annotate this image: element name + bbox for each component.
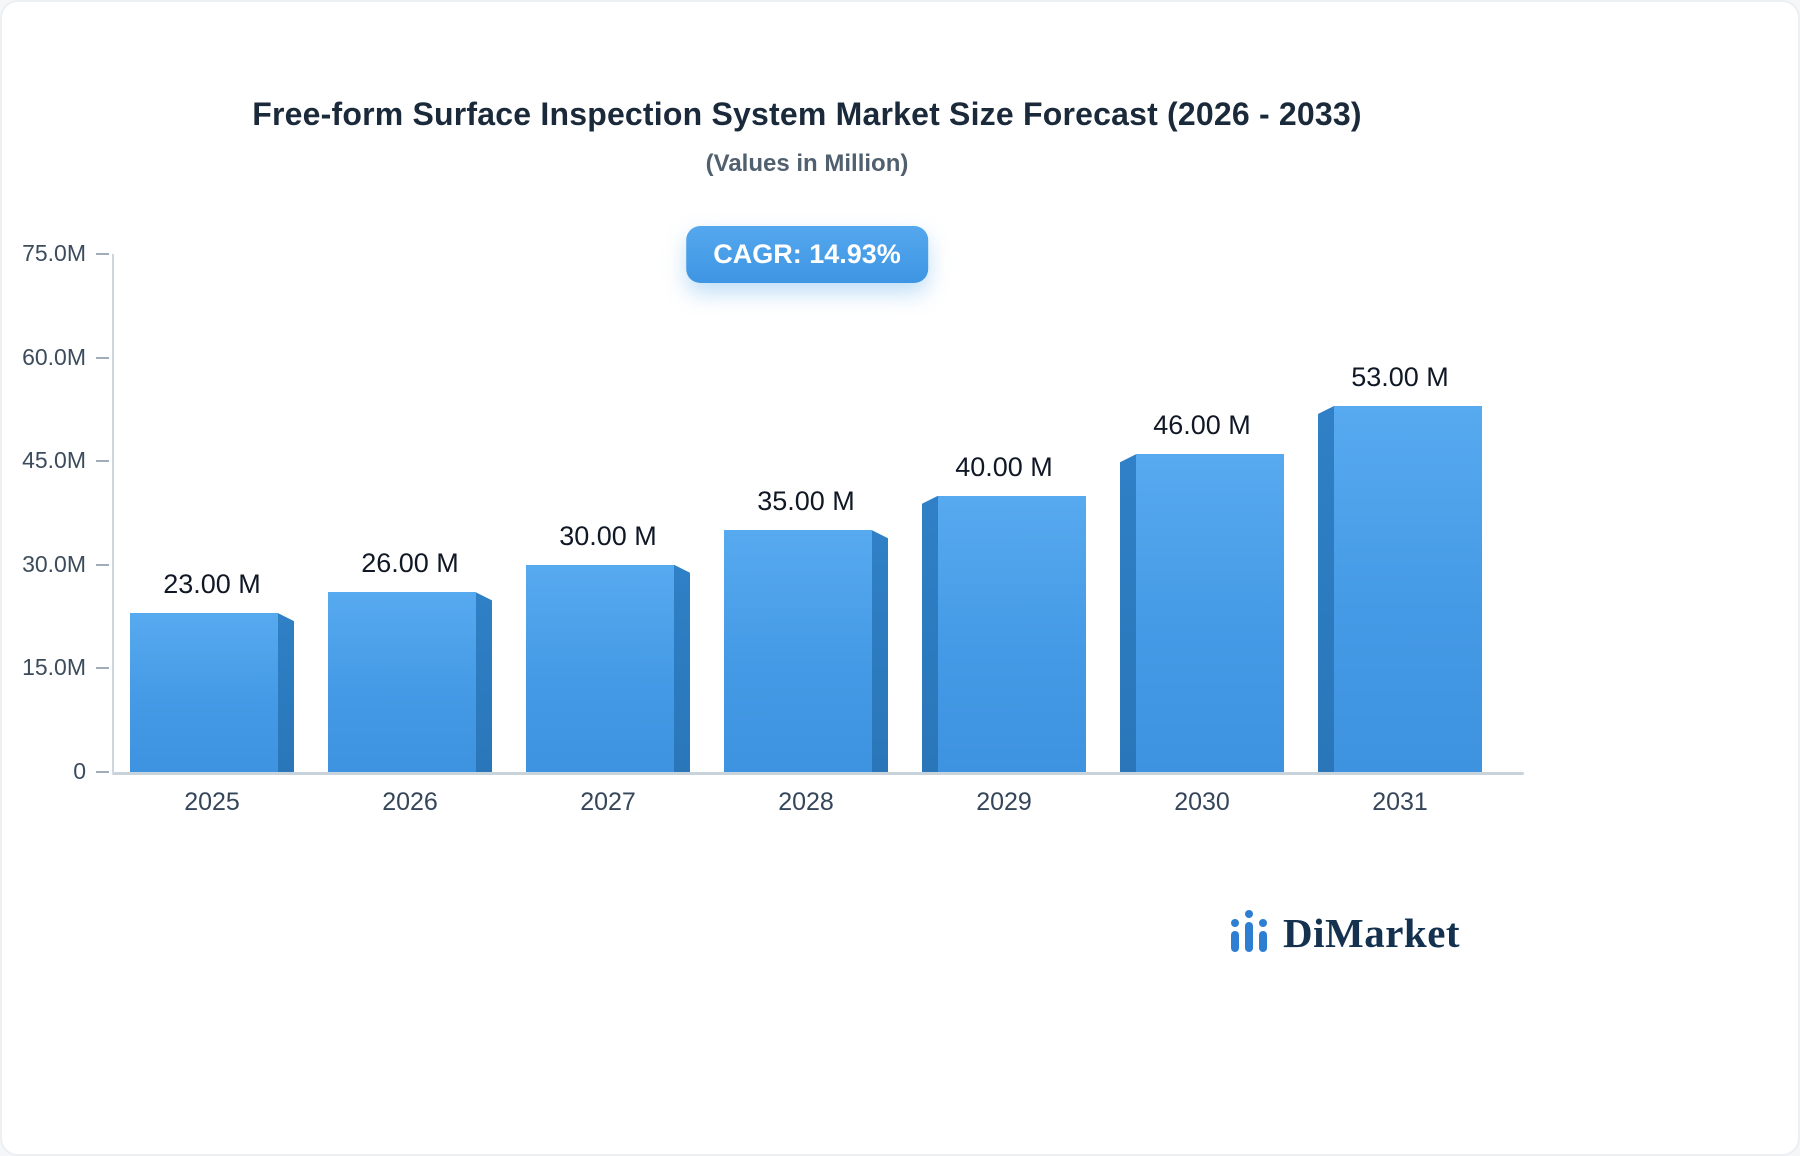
y-tick-label: 0 — [73, 758, 86, 784]
bar-value-label: 30.00 M — [559, 520, 657, 551]
x-tick-label: 2031 — [1372, 788, 1428, 816]
y-tick-mark — [96, 771, 109, 773]
chart-subtitle: (Values in Million) — [705, 150, 909, 177]
y-tick-label: 75.0M — [22, 240, 86, 266]
y-tick-mark — [96, 563, 109, 566]
bar-front-face — [724, 530, 872, 772]
bar — [526, 564, 690, 772]
bar-front-face — [130, 613, 278, 772]
x-tick-label: 2026 — [382, 788, 438, 816]
y-tick-mark — [96, 460, 109, 463]
y-tick-mark — [96, 356, 109, 359]
bar-side-face — [922, 495, 938, 772]
dimarket-logo-icon — [1231, 910, 1267, 952]
bar-side-face — [674, 564, 690, 772]
bar-front-face — [1136, 454, 1284, 772]
bar — [130, 613, 294, 772]
bar-side-face — [476, 592, 492, 772]
y-axis-line — [112, 254, 114, 772]
bar-front-face — [938, 495, 1086, 772]
bar-side-face — [1120, 454, 1136, 772]
bar-side-face — [872, 530, 888, 772]
bar-value-label: 23.00 M — [163, 569, 261, 600]
bar-value-label: 40.00 M — [955, 451, 1053, 482]
bar-side-face — [278, 613, 294, 772]
y-tick-label: 45.0M — [22, 447, 86, 474]
x-tick-label: 2030 — [1174, 788, 1230, 816]
bar — [1318, 405, 1482, 772]
bar-value-label: 53.00 M — [1351, 361, 1449, 392]
dimarket-logo: DiMarket — [1230, 908, 1460, 954]
chart-title: Free-form Surface Inspection System Mark… — [252, 96, 1362, 132]
x-axis-line — [112, 772, 1524, 775]
x-tick-label: 2027 — [580, 788, 636, 816]
bar-side-face — [1318, 405, 1334, 772]
dimarket-logo-text: DiMarket — [1283, 910, 1461, 956]
cagr-badge: CAGR: 14.93% — [686, 226, 928, 283]
y-tick-label: 60.0M — [22, 343, 86, 370]
bar — [1120, 454, 1284, 772]
y-tick-mark — [96, 667, 109, 670]
x-tick-label: 2029 — [976, 788, 1032, 816]
x-tick-label: 2028 — [778, 788, 834, 816]
bar-front-face — [1334, 405, 1482, 772]
x-tick-label: 2025 — [184, 788, 240, 816]
y-tick-label: 15.0M — [22, 654, 86, 681]
bar-value-label: 26.00 M — [361, 548, 459, 579]
bar-front-face — [328, 592, 476, 772]
bar-value-label: 35.00 M — [757, 486, 855, 517]
bar-front-face — [526, 564, 674, 772]
bar — [922, 495, 1086, 772]
y-tick-label: 30.0M — [22, 550, 86, 577]
bar — [724, 530, 888, 772]
y-tick-mark — [96, 253, 109, 255]
bar — [328, 592, 492, 772]
bar-value-label: 46.00 M — [1153, 410, 1251, 441]
